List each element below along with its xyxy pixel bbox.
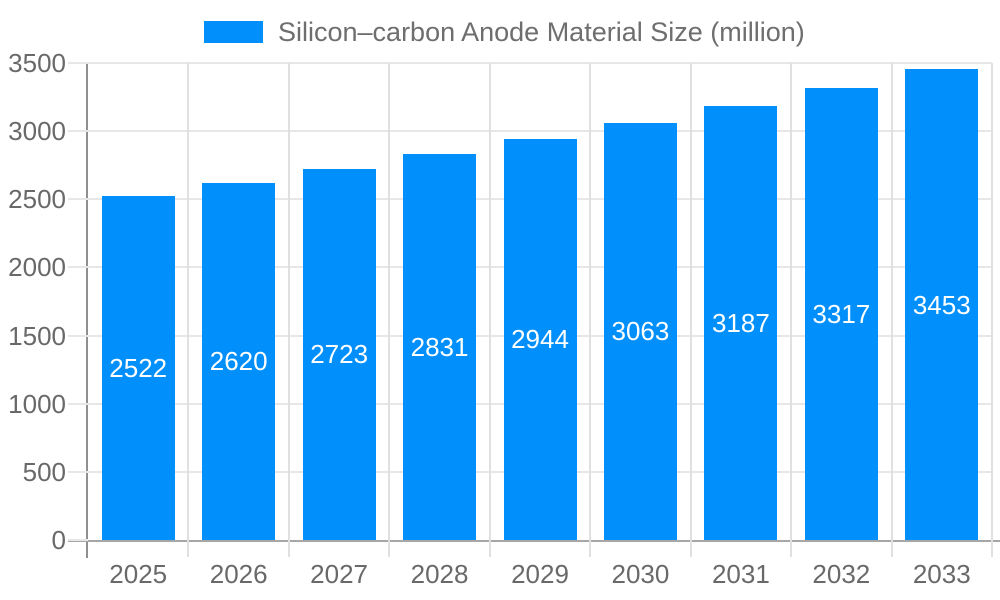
y-grid-line [88,62,992,64]
y-grid-line [88,130,992,133]
bar-value-label: 3187 [711,307,770,338]
x-axis-label: 2026 [209,559,268,589]
x-grid-line [287,63,290,540]
x-axis-tick [991,540,993,557]
legend-label: Silicon–carbon Anode Material Size (mill… [278,17,805,47]
y-axis-label: 0 [51,525,66,555]
x-axis-line [68,540,1000,542]
bar[interactable] [905,69,979,540]
y-axis-label: 500 [22,456,66,487]
x-grid-line [388,63,391,540]
y-axis-label: 1500 [8,320,66,351]
x-axis-tick [388,540,391,557]
x-axis-tick [589,540,592,557]
bar[interactable] [202,182,276,540]
x-axis-tick [287,540,290,557]
bar[interactable] [302,168,376,540]
bar-value-label: 2522 [109,353,168,384]
x-axis-tick [790,540,793,557]
x-axis-label: 2027 [310,559,369,589]
y-axis-label: 3500 [8,48,66,78]
x-axis-label: 2033 [912,559,971,589]
bar[interactable] [603,122,677,540]
x-axis-label: 2032 [812,559,871,589]
x-axis-tick [890,540,893,557]
legend-item[interactable]: Silicon–carbon Anode Material Size (mill… [204,17,805,47]
bar-value-label: 2831 [410,332,469,363]
bar[interactable] [101,196,175,540]
x-grid-line [890,63,893,540]
x-grid-line [991,63,993,540]
bar-value-label: 3453 [912,289,971,320]
x-axis-label: 2028 [410,559,469,589]
bar[interactable] [804,87,878,540]
bar[interactable] [403,154,477,540]
x-grid-line [187,63,190,540]
x-axis-label: 2030 [611,559,670,589]
y-axis-tick [68,198,88,201]
y-axis-label: 2500 [8,184,66,215]
x-axis-label: 2031 [711,559,770,589]
y-axis-tick [68,130,88,133]
legend-marker-icon [204,21,263,43]
y-axis-label: 3000 [8,116,66,147]
bar-value-label: 2620 [209,346,268,377]
x-axis-tick [488,540,491,557]
x-axis-tick [689,540,692,557]
plot-area: 0 500 1000 1500 2000 2500 3000 3500 2522 2025 2620… [8,48,1000,589]
x-grid-line [689,63,692,540]
y-axis-tick [68,266,88,269]
bar-value-label: 3063 [611,316,670,347]
y-axis-tick [68,402,88,405]
x-grid-line [790,63,793,540]
bar-value-label: 3317 [812,298,871,329]
y-axis-tick [68,62,88,64]
bar-value-label: 2944 [511,324,569,355]
y-axis-tick [68,334,88,337]
x-axis-tick [187,540,190,557]
x-grid-line [589,63,592,540]
y-axis-label: 2000 [8,252,66,283]
y-axis-line [86,63,88,558]
y-axis-tick [68,539,88,541]
y-axis-label: 1000 [8,388,66,419]
bar[interactable] [503,138,577,540]
bar[interactable] [704,105,778,540]
x-axis-label: 2029 [511,559,569,589]
y-axis-tick [68,470,88,473]
x-axis-label: 2025 [109,559,168,589]
x-grid-line [488,63,491,540]
bar-value-label: 2723 [310,339,369,370]
